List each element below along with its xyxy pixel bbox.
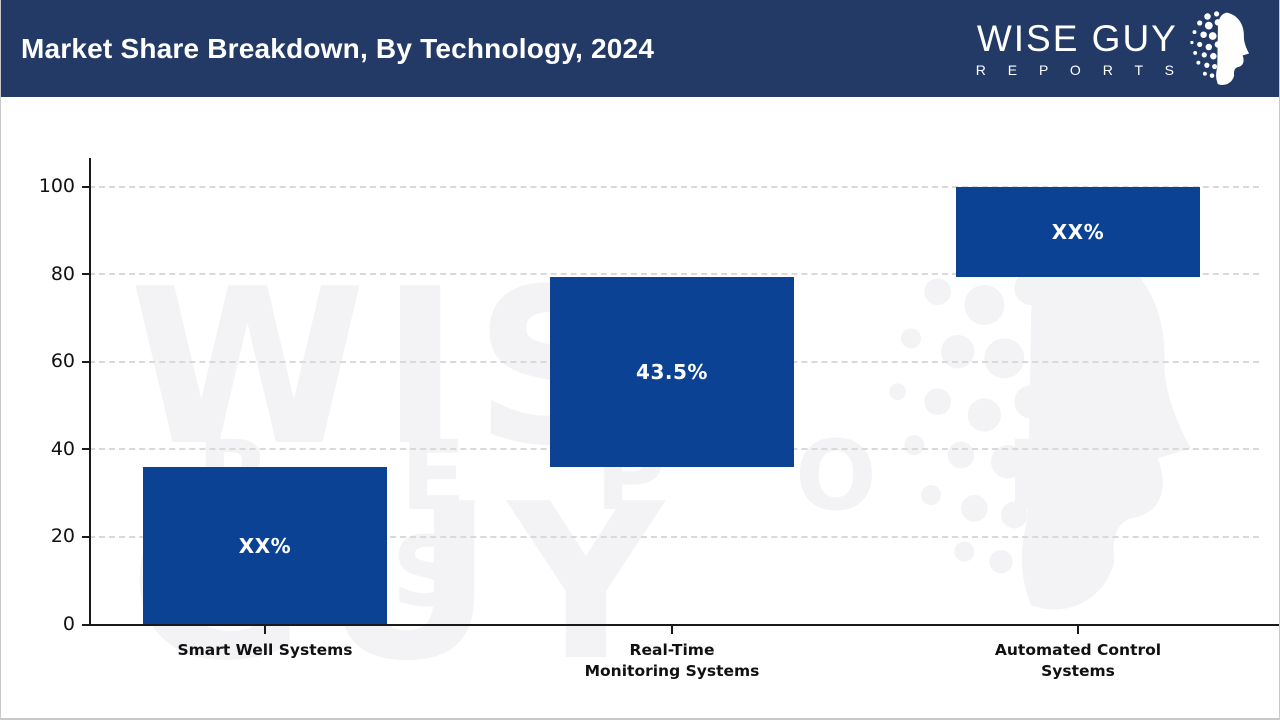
logo-wordmark: WISE GUY xyxy=(976,18,1178,59)
y-tick-label: 20 xyxy=(50,525,75,547)
y-tick xyxy=(82,624,89,626)
y-tick xyxy=(82,448,89,450)
bar-smart-well-systems: XX% xyxy=(143,467,387,625)
gridline-20 xyxy=(89,536,1259,538)
y-tick-label: 0 xyxy=(62,613,75,635)
wise-guy-logo: WISE GUY R E P O R T S xyxy=(972,7,1253,91)
y-tick xyxy=(82,536,89,538)
y-tick xyxy=(82,186,89,188)
y-tick-label: 80 xyxy=(50,263,75,285)
x-tick xyxy=(264,626,266,634)
y-tick-label: 40 xyxy=(50,438,75,460)
x-tick xyxy=(1077,626,1079,634)
face-profile-dots-icon xyxy=(1190,10,1250,85)
bar-real-time-monitoring-systems: 43.5% xyxy=(550,276,794,468)
x-category-label: Automated Control Systems xyxy=(994,641,1162,680)
y-tick xyxy=(82,273,89,275)
x-axis-line xyxy=(83,624,1279,626)
x-category-label: Real-Time Monitoring Systems xyxy=(584,641,760,680)
header-band: Market Share Breakdown, By Technology, 2… xyxy=(1,0,1279,97)
gridline-100 xyxy=(89,186,1259,188)
bar-value-label: XX% xyxy=(238,534,292,559)
gridline-80 xyxy=(89,273,1259,275)
y-tick-label: 100 xyxy=(38,175,75,197)
y-tick xyxy=(82,361,89,363)
chart-title: Market Share Breakdown, By Technology, 2… xyxy=(21,32,655,64)
bar-automated-control-systems: XX% xyxy=(956,187,1200,277)
bar-value-label: 43.5% xyxy=(636,360,708,385)
logo-subtext: R E P O R T S xyxy=(975,62,1183,78)
y-tick-label: 60 xyxy=(50,350,75,372)
x-category-label: Smart Well Systems xyxy=(177,641,353,659)
watermark-face-icon xyxy=(889,231,1191,610)
y-axis-line xyxy=(89,158,91,626)
x-tick xyxy=(671,626,673,634)
bar-value-label: XX% xyxy=(1051,219,1105,244)
